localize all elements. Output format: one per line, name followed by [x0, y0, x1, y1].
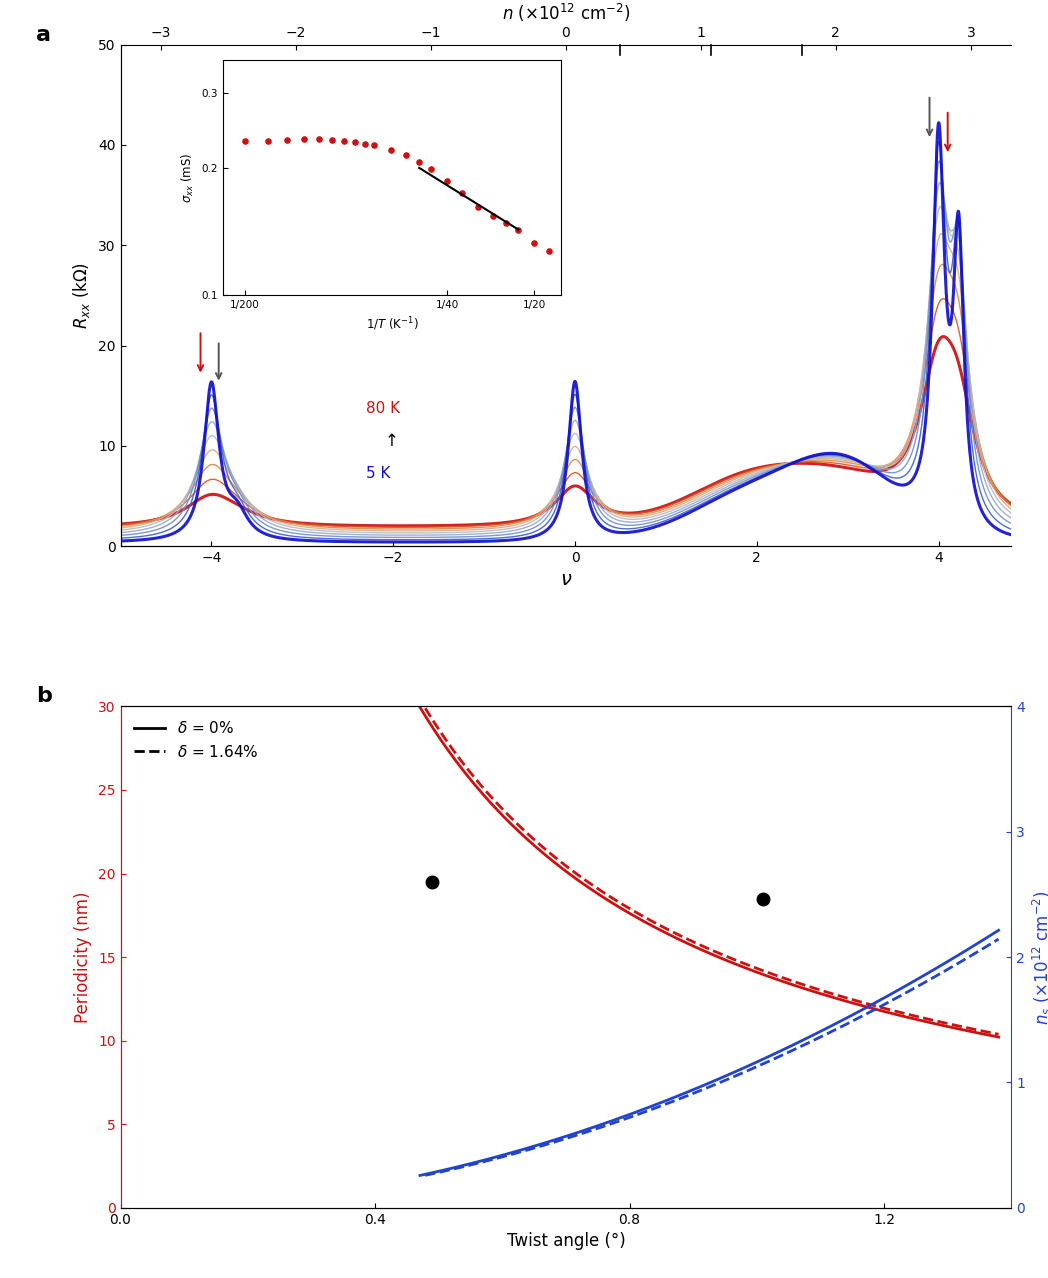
X-axis label: Twist angle (°): Twist angle (°): [506, 1232, 626, 1250]
Text: $\uparrow$: $\uparrow$: [380, 432, 396, 450]
X-axis label: $\nu$: $\nu$: [560, 570, 572, 589]
Text: a: a: [36, 24, 51, 45]
Text: 5 K: 5 K: [366, 465, 391, 481]
Text: b: b: [36, 686, 51, 707]
Y-axis label: $n_s$ ($\times$10$^{12}$ cm$^{-2}$): $n_s$ ($\times$10$^{12}$ cm$^{-2}$): [1030, 889, 1048, 1025]
X-axis label: $n$ ($\times$10$^{12}$ cm$^{-2}$): $n$ ($\times$10$^{12}$ cm$^{-2}$): [502, 3, 630, 24]
Legend: $\delta$ = 0%, $\delta$ = 1.64%: $\delta$ = 0%, $\delta$ = 1.64%: [128, 714, 265, 766]
Text: 80 K: 80 K: [366, 401, 400, 415]
Y-axis label: Periodicity (nm): Periodicity (nm): [74, 891, 92, 1022]
Y-axis label: $R_{xx}$ (k$\Omega$): $R_{xx}$ (k$\Omega$): [71, 262, 92, 328]
